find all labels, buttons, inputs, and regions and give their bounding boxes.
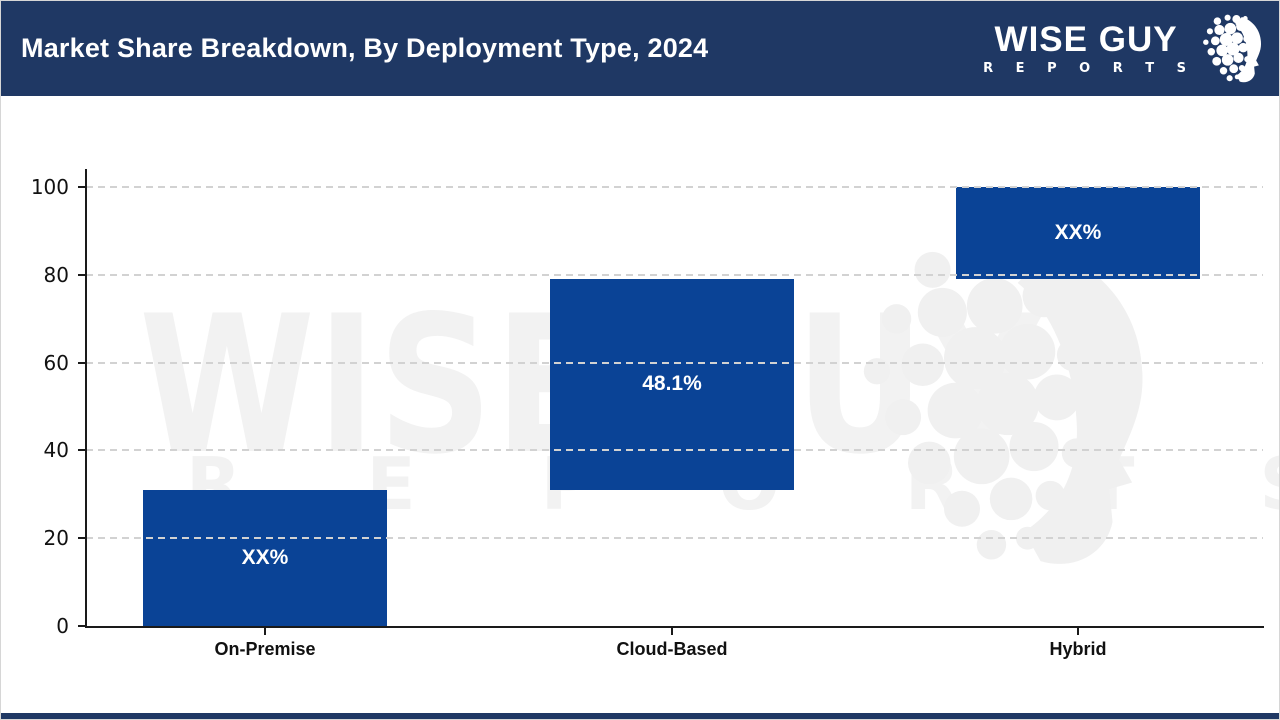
chart-plot-area: WISE GUY R E P O R T S 020406080100XX%On… bbox=[1, 96, 1279, 719]
y-tick-label: 80 bbox=[43, 262, 69, 287]
bar-hybrid: XX% bbox=[956, 187, 1200, 279]
y-tick-mark bbox=[78, 449, 85, 452]
header-bar: Market Share Breakdown, By Deployment Ty… bbox=[1, 1, 1279, 96]
y-tick-mark bbox=[78, 537, 85, 540]
gridline-y100 bbox=[86, 186, 1263, 188]
bar-value-label: 48.1% bbox=[642, 372, 702, 396]
bar-cloud-based: 48.1% bbox=[550, 278, 794, 490]
logo-wordmark: WISE GUY bbox=[994, 20, 1178, 59]
logo-head-icon bbox=[1203, 14, 1262, 82]
gridline-y60 bbox=[86, 361, 1263, 364]
y-tick-mark bbox=[78, 625, 85, 627]
logo-subtitle: R E P O R T S bbox=[983, 61, 1195, 76]
y-axis-line bbox=[85, 169, 87, 628]
footer-accent-bar bbox=[1, 713, 1279, 719]
y-tick-mark bbox=[78, 361, 85, 364]
y-tick-label: 20 bbox=[43, 526, 69, 551]
gridline-y80 bbox=[86, 273, 1263, 276]
x-tick-mark bbox=[671, 628, 673, 635]
bar-value-label: XX% bbox=[1054, 220, 1102, 244]
x-tick-mark bbox=[1077, 628, 1079, 635]
x-tick-mark bbox=[264, 628, 266, 635]
y-tick-label: 0 bbox=[56, 614, 69, 638]
gridline-y40 bbox=[86, 449, 1263, 452]
chart-title: Market Share Breakdown, By Deployment Ty… bbox=[21, 33, 709, 63]
logo-text: WISE GUY R E P O R T S bbox=[977, 22, 1195, 75]
y-tick-mark bbox=[78, 186, 85, 188]
x-tick-label: Cloud-Based bbox=[616, 639, 728, 659]
wise-guy-reports-logo: WISE GUY R E P O R T S bbox=[977, 11, 1265, 87]
bar-value-label: XX% bbox=[241, 545, 289, 569]
bar-on-premise: XX% bbox=[143, 489, 387, 626]
y-tick-mark bbox=[78, 273, 85, 276]
x-axis-line bbox=[85, 626, 1264, 628]
watermark-head-icon bbox=[863, 238, 1143, 564]
x-tick-label: Hybrid bbox=[1049, 639, 1107, 659]
gridline-y20 bbox=[86, 537, 1263, 540]
y-tick-label: 100 bbox=[30, 175, 69, 199]
y-tick-label: 60 bbox=[43, 350, 69, 375]
x-tick-label: On-Premise bbox=[214, 639, 316, 659]
y-tick-label: 40 bbox=[43, 438, 69, 463]
